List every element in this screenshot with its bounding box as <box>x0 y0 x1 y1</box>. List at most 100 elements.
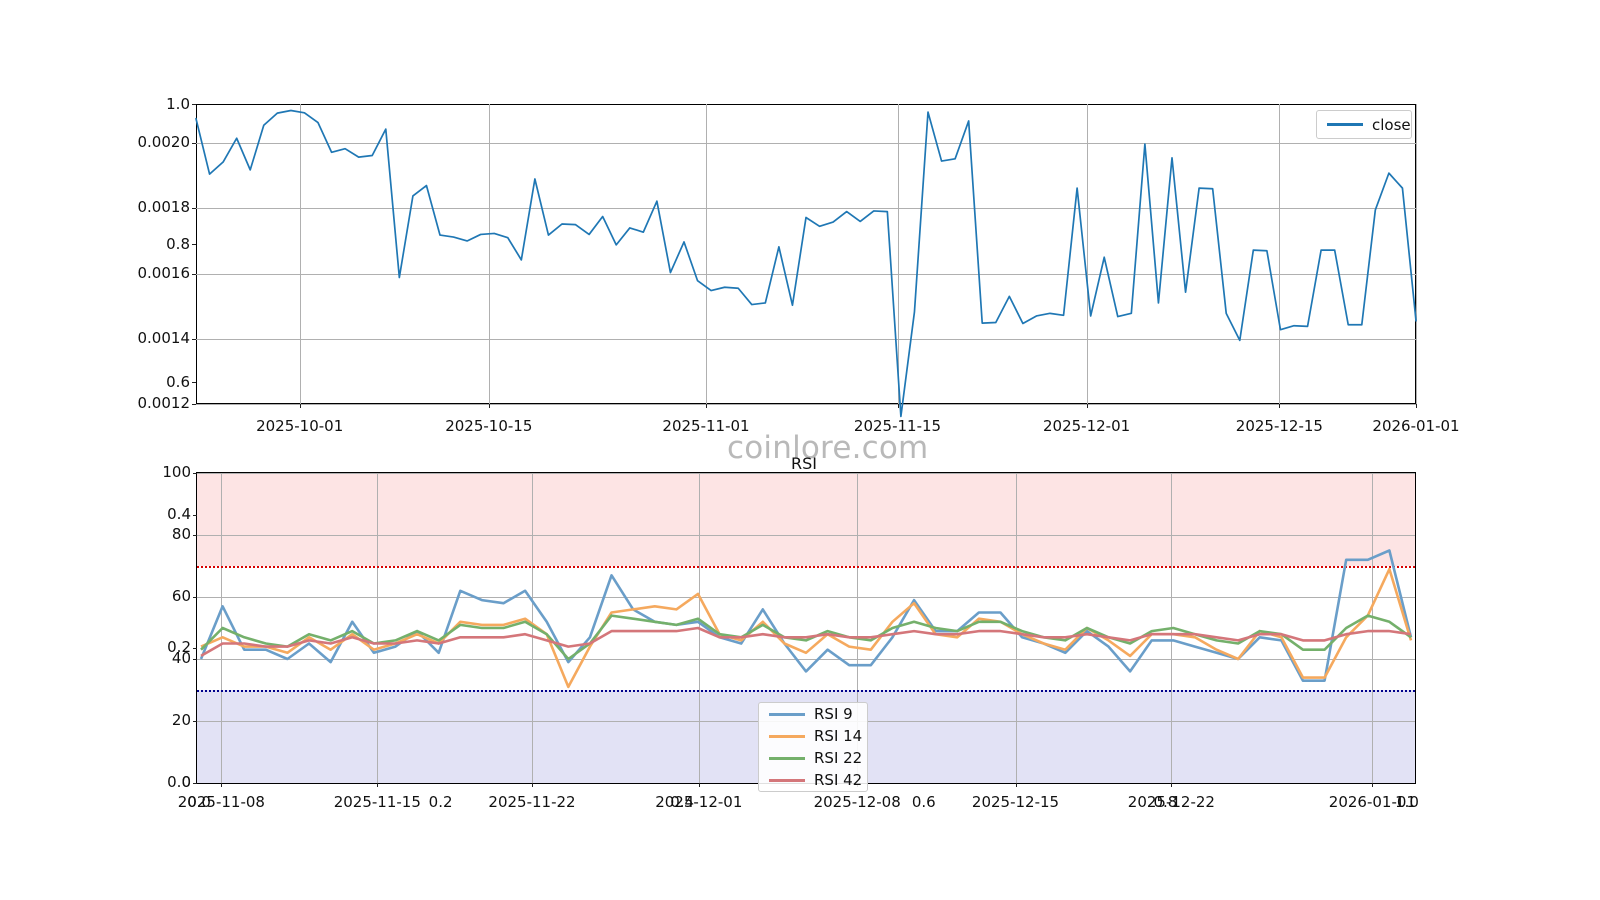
rsi-y-tick-label: 80 <box>171 525 191 543</box>
rsi-x-tick-label: 2025-11-22 <box>488 793 576 811</box>
rsi-x-tick-label: 2026-01-01 <box>1328 793 1416 811</box>
price-y-tick-label-normalized: 1.0 <box>166 95 190 113</box>
rsi-panel-title: RSI <box>791 454 817 473</box>
price-gridline-v <box>897 104 899 404</box>
price-y-tick-label-normalized: 0.6 <box>166 373 190 391</box>
rsi-y-tickmark-normalized <box>193 783 197 784</box>
rsi-y-tickmark <box>193 535 197 536</box>
rsi-gridline-h <box>197 535 1415 536</box>
rsi-gridline-v <box>857 473 859 783</box>
legend-item-rsi-rsi-14[interactable]: RSI 14 <box>759 725 867 747</box>
price-x-tickmark <box>1279 404 1281 408</box>
price-gridline-v <box>1279 104 1281 404</box>
rsi-y-tick-label-normalized: 0.2 <box>167 638 191 657</box>
price-y-tickmark-normalized <box>192 104 196 105</box>
price-y-tickmark-normalized <box>192 244 196 245</box>
legend-label-2: RSI 22 <box>814 749 863 767</box>
price-close-line <box>195 109 1417 418</box>
price-y-tick-label-normalized: 0.8 <box>166 235 190 253</box>
price-y-tickmark <box>192 404 196 405</box>
rsi-y-tick-label: 20 <box>171 711 191 729</box>
price-y-tick-label: 0.0012 <box>137 394 191 412</box>
rsi-x-tickmark <box>221 783 223 787</box>
price-gridline-h <box>196 143 1416 145</box>
rsi-gridline-h <box>197 659 1415 660</box>
rsi-x-tickmark <box>1171 783 1173 787</box>
rsi-x-tick-label: 2025-12-22 <box>1127 793 1215 811</box>
rsi-x-tickmark <box>377 783 379 787</box>
price-x-tickmark <box>1086 404 1088 408</box>
price-y-tickmark <box>192 338 196 340</box>
legend-swatch-2 <box>769 756 805 760</box>
rsi-oversold-threshold-line <box>197 690 1415 692</box>
price-y-tickmark <box>192 143 196 145</box>
legend-swatch-1 <box>769 734 805 738</box>
price-x-tick-label: 2025-12-15 <box>1235 417 1323 435</box>
legend-label-close: close <box>1372 115 1411 134</box>
rsi-line-plot <box>199 549 1413 689</box>
rsi-gridline-v <box>377 473 379 783</box>
price-gridline-v <box>706 104 707 404</box>
rsi-x-tickmark <box>532 783 533 787</box>
legend-label-1: RSI 14 <box>814 727 863 745</box>
price-x-tickmark <box>299 404 301 408</box>
price-y-tickmark <box>192 208 196 210</box>
legend-item-close[interactable]: close <box>1317 111 1411 138</box>
rsi-14-line <box>200 567 1413 689</box>
coinlore-watermark: coinlore.com <box>727 430 929 466</box>
legend-label-3: RSI 42 <box>814 771 863 789</box>
price-axes-frame <box>196 104 1416 404</box>
rsi-x-tick-label: 2025-11-08 <box>177 793 265 811</box>
price-x-tick-label: 2026-01-01 <box>1372 417 1460 435</box>
rsi-x-tick-label: 2025-12-08 <box>813 793 901 811</box>
rsi-y-tick-label-normalized: 0.4 <box>167 504 191 523</box>
legend-item-rsi-rsi-22[interactable]: RSI 22 <box>759 747 867 769</box>
rsi-legend[interactable]: RSI 9 RSI 14 RSI 22 RSI 42 <box>758 702 868 792</box>
price-gridline-v <box>488 104 490 404</box>
price-x-tick-label: 2025-10-01 <box>256 417 344 435</box>
rsi-y-tickmark-normalized <box>193 514 197 516</box>
price-y-tick-label: 0.0016 <box>137 263 191 282</box>
price-legend[interactable]: close <box>1316 110 1412 139</box>
rsi-y-tick-label: 40 <box>171 649 191 667</box>
rsi-x-tick-label-normalized: 1.0 <box>1395 793 1419 811</box>
price-gridline-v <box>1086 104 1088 404</box>
rsi-22-line <box>200 614 1412 661</box>
rsi-y-tick-label: 100 <box>162 463 191 481</box>
price-gridline-h <box>196 208 1416 210</box>
legend-item-rsi-rsi-9[interactable]: RSI 9 <box>759 703 867 725</box>
rsi-gridline-h <box>197 597 1415 598</box>
price-x-tickmark <box>897 404 899 408</box>
rsi-x-tickmark <box>1372 783 1374 787</box>
rsi-x-tick-label-normalized: 0.0 <box>187 793 211 811</box>
legend-swatch-0 <box>769 712 805 716</box>
legend-swatch-3 <box>769 778 805 782</box>
price-x-tick-label: 2025-12-01 <box>1043 417 1131 435</box>
price-gridline-h <box>196 273 1416 275</box>
rsi-x-tickmark <box>698 783 700 787</box>
price-x-tick-label: 2025-11-01 <box>662 417 750 435</box>
rsi-x-tick-label: 2025-12-15 <box>971 793 1060 811</box>
rsi-y-tickmark-normalized <box>193 648 197 650</box>
rsi-x-tick-label: 2025-11-15 <box>333 793 421 811</box>
price-x-tickmark <box>1416 404 1417 408</box>
rsi-y-tickmark <box>193 597 197 598</box>
rsi-42-line <box>200 626 1412 658</box>
price-y-tick-label: 0.0018 <box>137 198 191 217</box>
rsi-y-tick-label: 0 <box>181 773 191 791</box>
rsi-y-tick-label-normalized: 0.0 <box>167 773 191 791</box>
rsi-x-tick-label-normalized: 0.4 <box>670 793 695 811</box>
price-x-tickmark <box>706 404 707 408</box>
price-x-tick-label: 2025-10-15 <box>445 417 533 435</box>
rsi-gridline-v <box>1372 473 1374 783</box>
price-y-tickmark <box>192 273 196 275</box>
price-gridline-h <box>196 404 1416 405</box>
price-y-tickmark-normalized <box>192 382 196 383</box>
price-x-tickmark <box>488 404 490 408</box>
price-gridline-v <box>299 104 301 404</box>
rsi-x-tick-label-normalized: 0.8 <box>1153 793 1178 811</box>
legend-item-rsi-rsi-42[interactable]: RSI 42 <box>759 769 867 791</box>
rsi-gridline-h <box>197 473 1415 474</box>
rsi-y-tickmark <box>193 659 197 660</box>
